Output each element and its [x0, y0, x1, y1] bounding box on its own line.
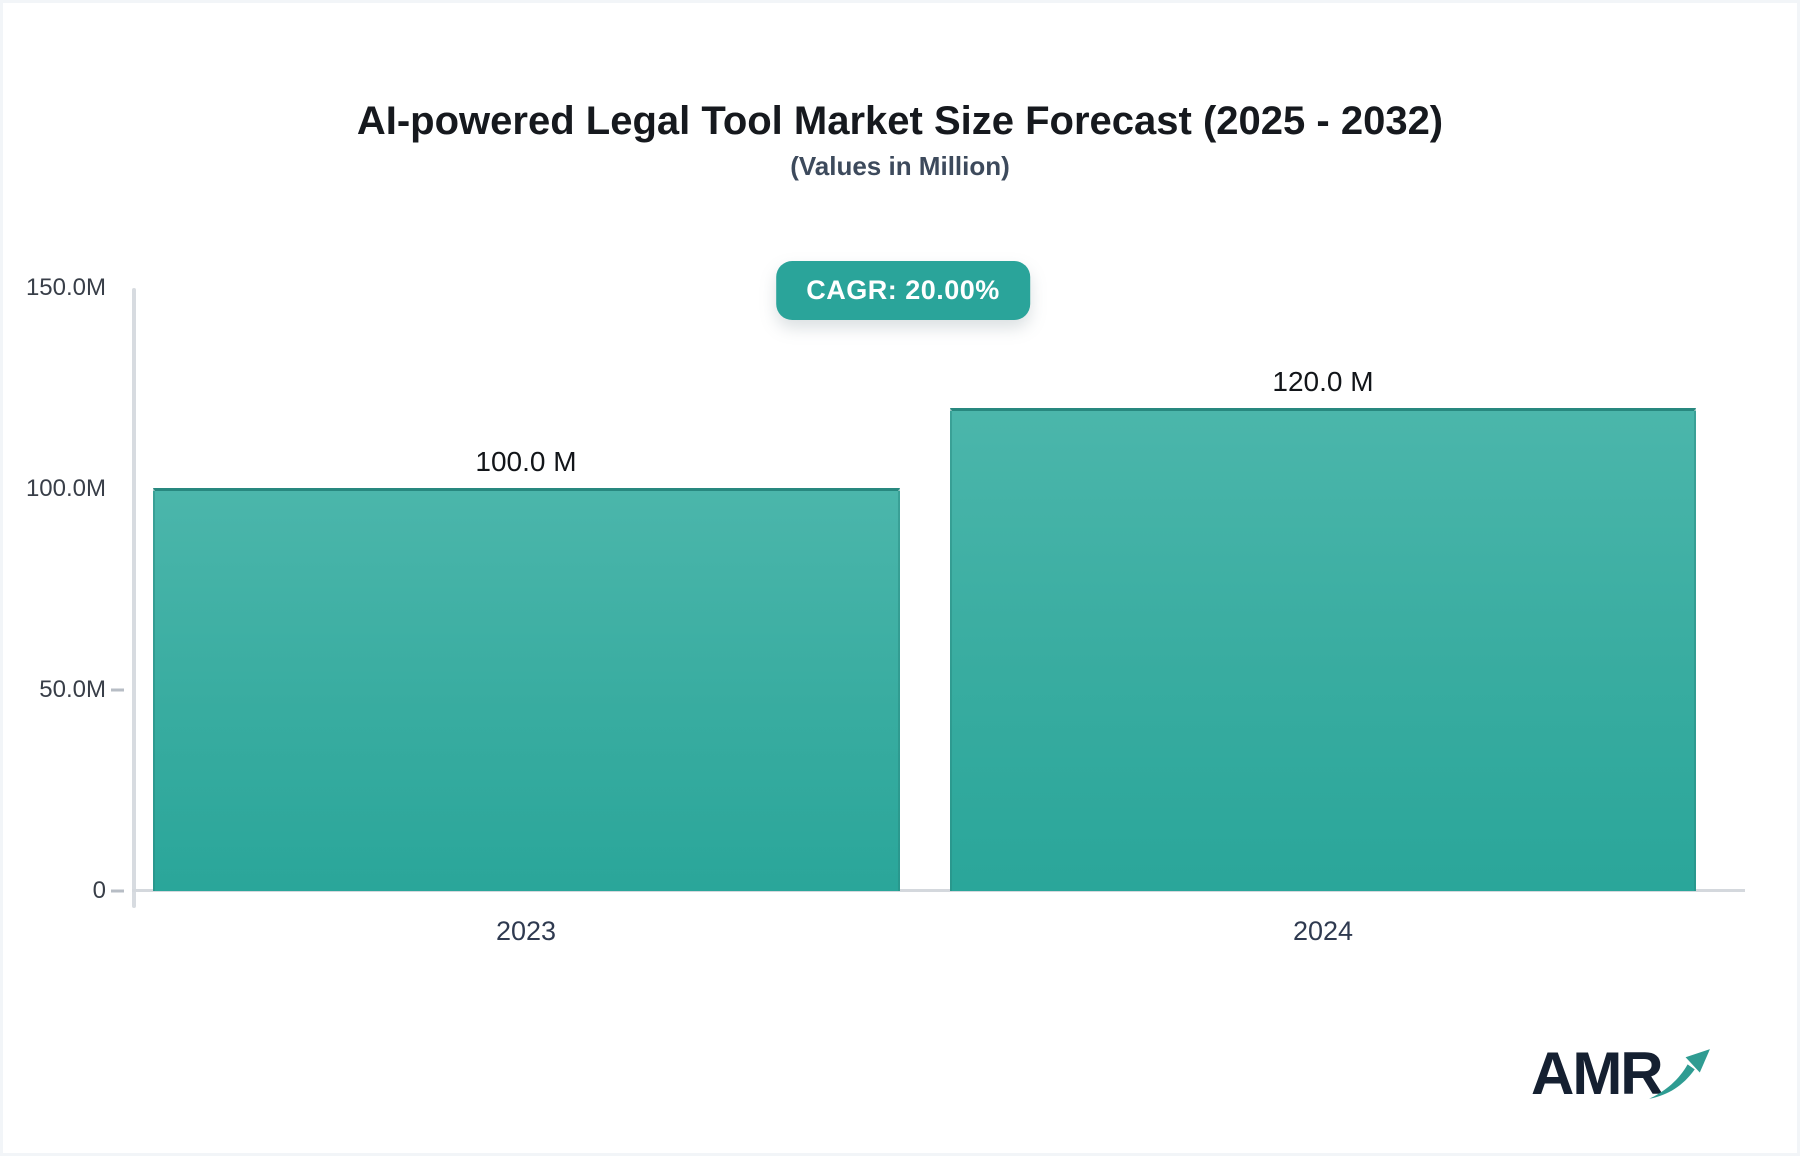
bar-value-label-2024: 120.0 M	[1272, 366, 1374, 397]
growth-arrow-icon	[1649, 1049, 1710, 1099]
y-axis-tick-label-50m: 50.0M	[39, 676, 106, 703]
chart-title: AI-powered Legal Tool Market Size Foreca…	[356, 99, 1444, 143]
bar-2024[interactable]	[950, 408, 1696, 891]
x-axis-label-2024: 2024	[1292, 916, 1354, 946]
cagr-badge: CAGR: 20.00%	[776, 261, 1030, 320]
y-axis-line	[132, 288, 136, 908]
amr-logo: AMR	[1531, 1033, 1711, 1123]
bar-2023[interactable]	[153, 488, 900, 891]
y-axis-tick-label-100m: 100.0M	[25, 475, 106, 502]
y-axis-tick-mark-0	[111, 889, 124, 893]
y-axis-tick-mark-50m	[111, 688, 124, 692]
bar-value-label-2023: 100.0 M	[475, 446, 577, 477]
y-axis-tick-label-150m: 150.0M	[25, 274, 106, 301]
x-axis-label-2023: 2023	[495, 916, 557, 946]
chart-subtitle: (Values in Million)	[790, 151, 1010, 181]
x-axis-line	[132, 889, 1745, 892]
amr-logo-text: AMR	[1531, 1040, 1664, 1107]
y-axis-tick-label-0: 0	[92, 877, 106, 904]
